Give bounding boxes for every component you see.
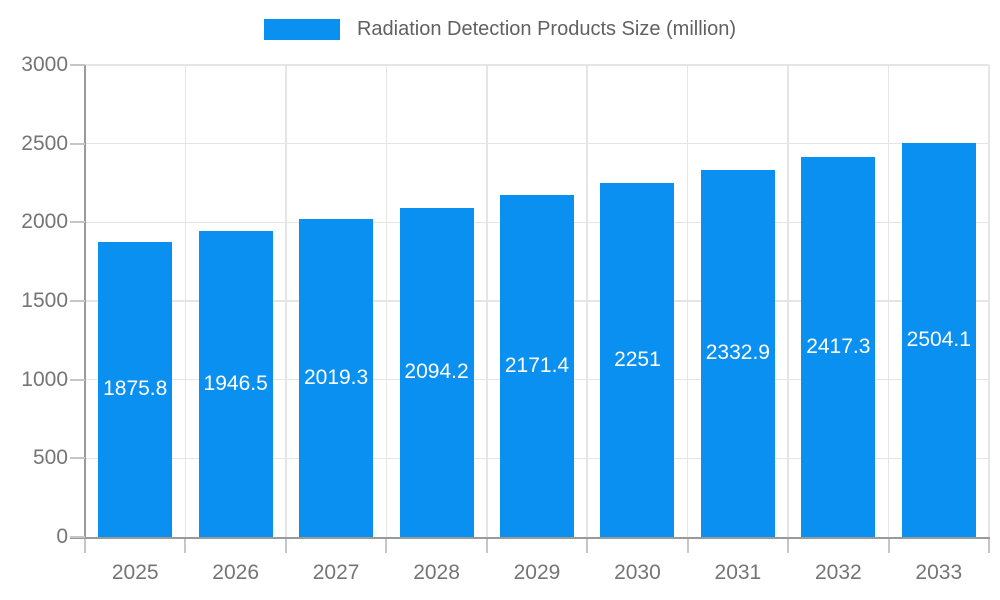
x-axis-line [70, 537, 990, 539]
x-tick-label: 2028 [413, 561, 460, 584]
y-tick-label: 0 [56, 525, 68, 548]
y-tick-label: 2500 [21, 131, 68, 155]
x-tick-label: 2032 [814, 561, 862, 584]
y-tick-label: 500 [32, 446, 68, 470]
x-tick-label: 2025 [111, 561, 159, 584]
x-tick [586, 539, 589, 553]
v-gridline [385, 65, 388, 537]
h-gridline [85, 142, 989, 145]
y-tick [70, 300, 85, 302]
h-gridline [85, 64, 989, 66]
y-tick-label: 1500 [21, 289, 68, 312]
x-tick-label: 2027 [312, 561, 360, 584]
y-axis-line [84, 65, 86, 539]
x-tick [787, 539, 790, 553]
y-tick [70, 536, 85, 538]
plot-area: 1875.8 1946.5 2019.3 2094.2 2171.4 2251 2332.9… [85, 64, 990, 537]
x-tick [887, 539, 890, 553]
y-tick-label: 3000 [21, 53, 68, 76]
bar[interactable] [600, 182, 675, 537]
x-tick-label: 2031 [714, 561, 762, 584]
x-tick [284, 539, 287, 553]
bar[interactable] [700, 169, 775, 537]
v-gridline [486, 65, 488, 537]
x-tick [385, 539, 388, 553]
y-tick [70, 221, 85, 224]
v-gridline [988, 65, 990, 537]
x-tick-label: 2030 [614, 561, 661, 584]
bar[interactable] [500, 195, 574, 537]
legend[interactable]: Radiation Detection Products Size (milli… [0, 18, 1000, 41]
x-tick [988, 539, 990, 553]
v-gridline [285, 65, 287, 537]
bar[interactable] [299, 219, 374, 537]
x-tick [485, 539, 488, 553]
legend-swatch [263, 19, 340, 40]
x-tick [686, 539, 689, 553]
y-tick [70, 64, 85, 66]
v-gridline [184, 65, 187, 537]
y-tick-label: 2000 [21, 210, 68, 234]
x-tick-label: 2026 [212, 561, 260, 584]
y-tick [70, 142, 85, 145]
bar[interactable] [399, 207, 474, 537]
y-tick [70, 457, 85, 460]
x-tick [184, 539, 187, 553]
bar[interactable] [98, 241, 173, 537]
bar[interactable] [801, 156, 876, 537]
y-tick [70, 378, 85, 381]
y-tick-label: 1000 [21, 367, 68, 391]
v-gridline [787, 65, 789, 537]
x-tick-label: 2029 [513, 561, 561, 584]
x-tick [84, 539, 86, 553]
v-gridline [887, 65, 890, 537]
bar[interactable] [198, 230, 273, 537]
v-gridline [686, 65, 689, 537]
bar[interactable] [901, 143, 976, 537]
v-gridline [586, 65, 588, 537]
x-tick-label: 2033 [915, 561, 963, 584]
legend-label: Radiation Detection Products Size (milli… [356, 18, 737, 40]
